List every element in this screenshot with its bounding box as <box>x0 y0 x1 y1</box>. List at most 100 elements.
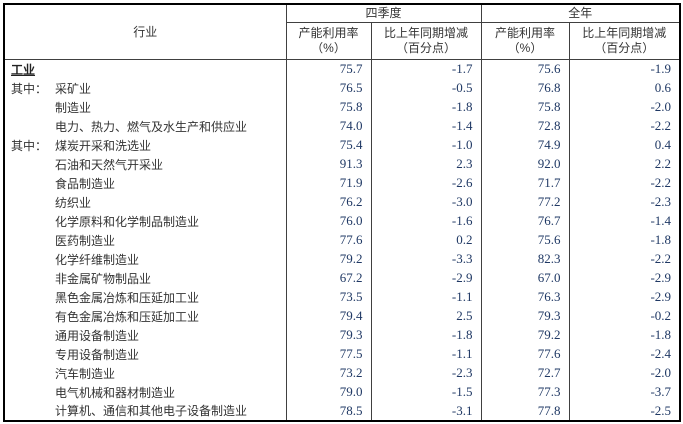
industry-label-cell: 非金属矿物制品业 <box>3 268 287 288</box>
value-cell: 75.6 <box>480 59 570 79</box>
col-header-q4-change-line2: （百分点） <box>396 41 457 55</box>
value-cell: 92.0 <box>480 154 570 174</box>
industry-label-cell: 化学纤维制造业 <box>3 249 287 269</box>
value-cell: -2.2 <box>568 249 681 269</box>
value-cell: 73.2 <box>285 363 372 383</box>
industry-label: 制造业 <box>55 100 92 115</box>
table-row: 纺织业 76.2 -3.0 77.2 -2.3 <box>3 192 681 212</box>
col-group-q4: 四季度 <box>285 3 482 23</box>
industry-label: 纺织业 <box>55 195 92 210</box>
value-cell: 75.8 <box>285 97 372 117</box>
table-row: 其中： 煤炭开采和洗选业 75.4 -1.0 74.9 0.4 <box>3 135 681 155</box>
table-row: 医药制造业 77.6 0.2 75.6 -1.8 <box>3 230 681 250</box>
value-cell: 79.2 <box>285 249 372 269</box>
value-cell: -1.6 <box>370 211 482 231</box>
value-cell: 75.4 <box>285 135 372 155</box>
industry-label: 采矿业 <box>55 81 92 96</box>
value-cell: 71.9 <box>285 173 372 193</box>
table-row: 制造业 75.8 -1.8 75.8 -2.0 <box>3 97 681 117</box>
value-cell: -1.0 <box>370 135 482 155</box>
value-cell: -2.3 <box>568 192 681 212</box>
industry-label-cell: 食品制造业 <box>3 173 287 193</box>
industry-label: 黑色金属冶炼和压延加工业 <box>55 290 200 305</box>
value-cell: 77.2 <box>480 192 570 212</box>
col-header-fy-utilization: 产能利用率 （%） <box>480 22 570 60</box>
industry-label: 化学纤维制造业 <box>55 252 140 267</box>
value-cell: -0.2 <box>568 306 681 326</box>
value-cell: -1.9 <box>568 59 681 79</box>
value-cell: -1.5 <box>370 382 482 402</box>
value-cell: -2.5 <box>568 401 681 421</box>
value-cell: 82.3 <box>480 249 570 269</box>
value-cell: -2.2 <box>568 173 681 193</box>
value-cell: -1.8 <box>370 325 482 345</box>
col-header-fy-change-line2: （百分点） <box>594 41 655 55</box>
industry-label: 食品制造业 <box>55 176 116 191</box>
col-header-fy-change-line1: 比上年同期增减 <box>582 26 667 40</box>
industry-label: 通用设备制造业 <box>55 328 140 343</box>
industry-label: 有色金属冶炼和压延加工业 <box>55 309 200 324</box>
value-cell: -1.7 <box>370 59 482 79</box>
value-cell: 79.3 <box>480 306 570 326</box>
table-row: 工业 75.7 -1.7 75.6 -1.9 <box>3 59 681 79</box>
value-cell: 67.2 <box>285 268 372 288</box>
value-cell: -3.3 <box>370 249 482 269</box>
table-header: 行业 四季度 全年 产能利用率 （%） 比上年同期增减 （百分点） 产能利用率 … <box>3 3 681 60</box>
value-cell: -1.8 <box>370 97 482 117</box>
value-cell: 76.0 <box>285 211 372 231</box>
value-cell: 79.0 <box>285 382 372 402</box>
col-group-fullyear: 全年 <box>480 3 681 23</box>
value-cell: -2.2 <box>568 116 681 136</box>
row-prefix: 其中： <box>11 81 48 96</box>
capacity-utilization-table: 行业 四季度 全年 产能利用率 （%） 比上年同期增减 （百分点） 产能利用率 … <box>3 3 682 422</box>
table-row: 专用设备制造业 77.5 -1.1 77.6 -2.4 <box>3 344 681 364</box>
industry-label: 石油和天然气开采业 <box>55 157 164 172</box>
industry-label: 电气机械和器材制造业 <box>55 385 176 400</box>
industry-label-cell: 医药制造业 <box>3 230 287 250</box>
value-cell: 74.9 <box>480 135 570 155</box>
industry-label-cell: 汽车制造业 <box>3 363 287 383</box>
industry-label: 化学原料和化学制品制造业 <box>55 214 200 229</box>
col-header-q4-utilization-line2: （%） <box>311 41 346 55</box>
table-row: 其中： 采矿业 76.5 -0.5 76.8 0.6 <box>3 78 681 98</box>
value-cell: -2.3 <box>370 363 482 383</box>
industry-label: 煤炭开采和洗选业 <box>55 138 152 153</box>
industry-label-cell: 黑色金属冶炼和压延加工业 <box>3 287 287 307</box>
value-cell: 71.7 <box>480 173 570 193</box>
value-cell: -2.9 <box>568 268 681 288</box>
value-cell: -3.1 <box>370 401 482 421</box>
value-cell: -1.4 <box>370 116 482 136</box>
value-cell: 76.3 <box>480 287 570 307</box>
value-cell: -1.8 <box>568 230 681 250</box>
value-cell: -1.4 <box>568 211 681 231</box>
industry-label: 专用设备制造业 <box>55 347 140 362</box>
value-cell: 76.5 <box>285 78 372 98</box>
industry-label: 医药制造业 <box>55 233 116 248</box>
table-row: 计算机、通信和其他电子设备制造业 78.5 -3.1 77.8 -2.5 <box>3 401 681 421</box>
col-header-q4-change: 比上年同期增减 （百分点） <box>370 22 482 60</box>
industry-label: 电力、热力、燃气及水生产和供应业 <box>55 119 248 134</box>
table-row: 化学原料和化学制品制造业 76.0 -1.6 76.7 -1.4 <box>3 211 681 231</box>
industry-label-cell: 有色金属冶炼和压延加工业 <box>3 306 287 326</box>
industry-label-cell: 工业 <box>3 59 287 79</box>
table-row: 电气机械和器材制造业 79.0 -1.5 77.3 -3.7 <box>3 382 681 402</box>
value-cell: 2.3 <box>370 154 482 174</box>
value-cell: -1.1 <box>370 344 482 364</box>
industry-label-cell: 其中： 采矿业 <box>3 78 287 98</box>
col-header-industry: 行业 <box>3 3 287 60</box>
value-cell: -0.5 <box>370 78 482 98</box>
industry-label-link[interactable]: 工业 <box>11 62 36 77</box>
table-row: 化学纤维制造业 79.2 -3.3 82.3 -2.2 <box>3 249 681 269</box>
value-cell: 79.4 <box>285 306 372 326</box>
value-cell: 0.2 <box>370 230 482 250</box>
value-cell: 75.6 <box>480 230 570 250</box>
value-cell: 77.5 <box>285 344 372 364</box>
industry-label-cell: 电力、热力、燃气及水生产和供应业 <box>3 116 287 136</box>
value-cell: 72.7 <box>480 363 570 383</box>
industry-label-cell: 制造业 <box>3 97 287 117</box>
value-cell: 77.6 <box>285 230 372 250</box>
value-cell: 75.8 <box>480 97 570 117</box>
industry-label-cell: 专用设备制造业 <box>3 344 287 364</box>
industry-label: 非金属矿物制品业 <box>55 271 152 286</box>
value-cell: -2.0 <box>568 363 681 383</box>
